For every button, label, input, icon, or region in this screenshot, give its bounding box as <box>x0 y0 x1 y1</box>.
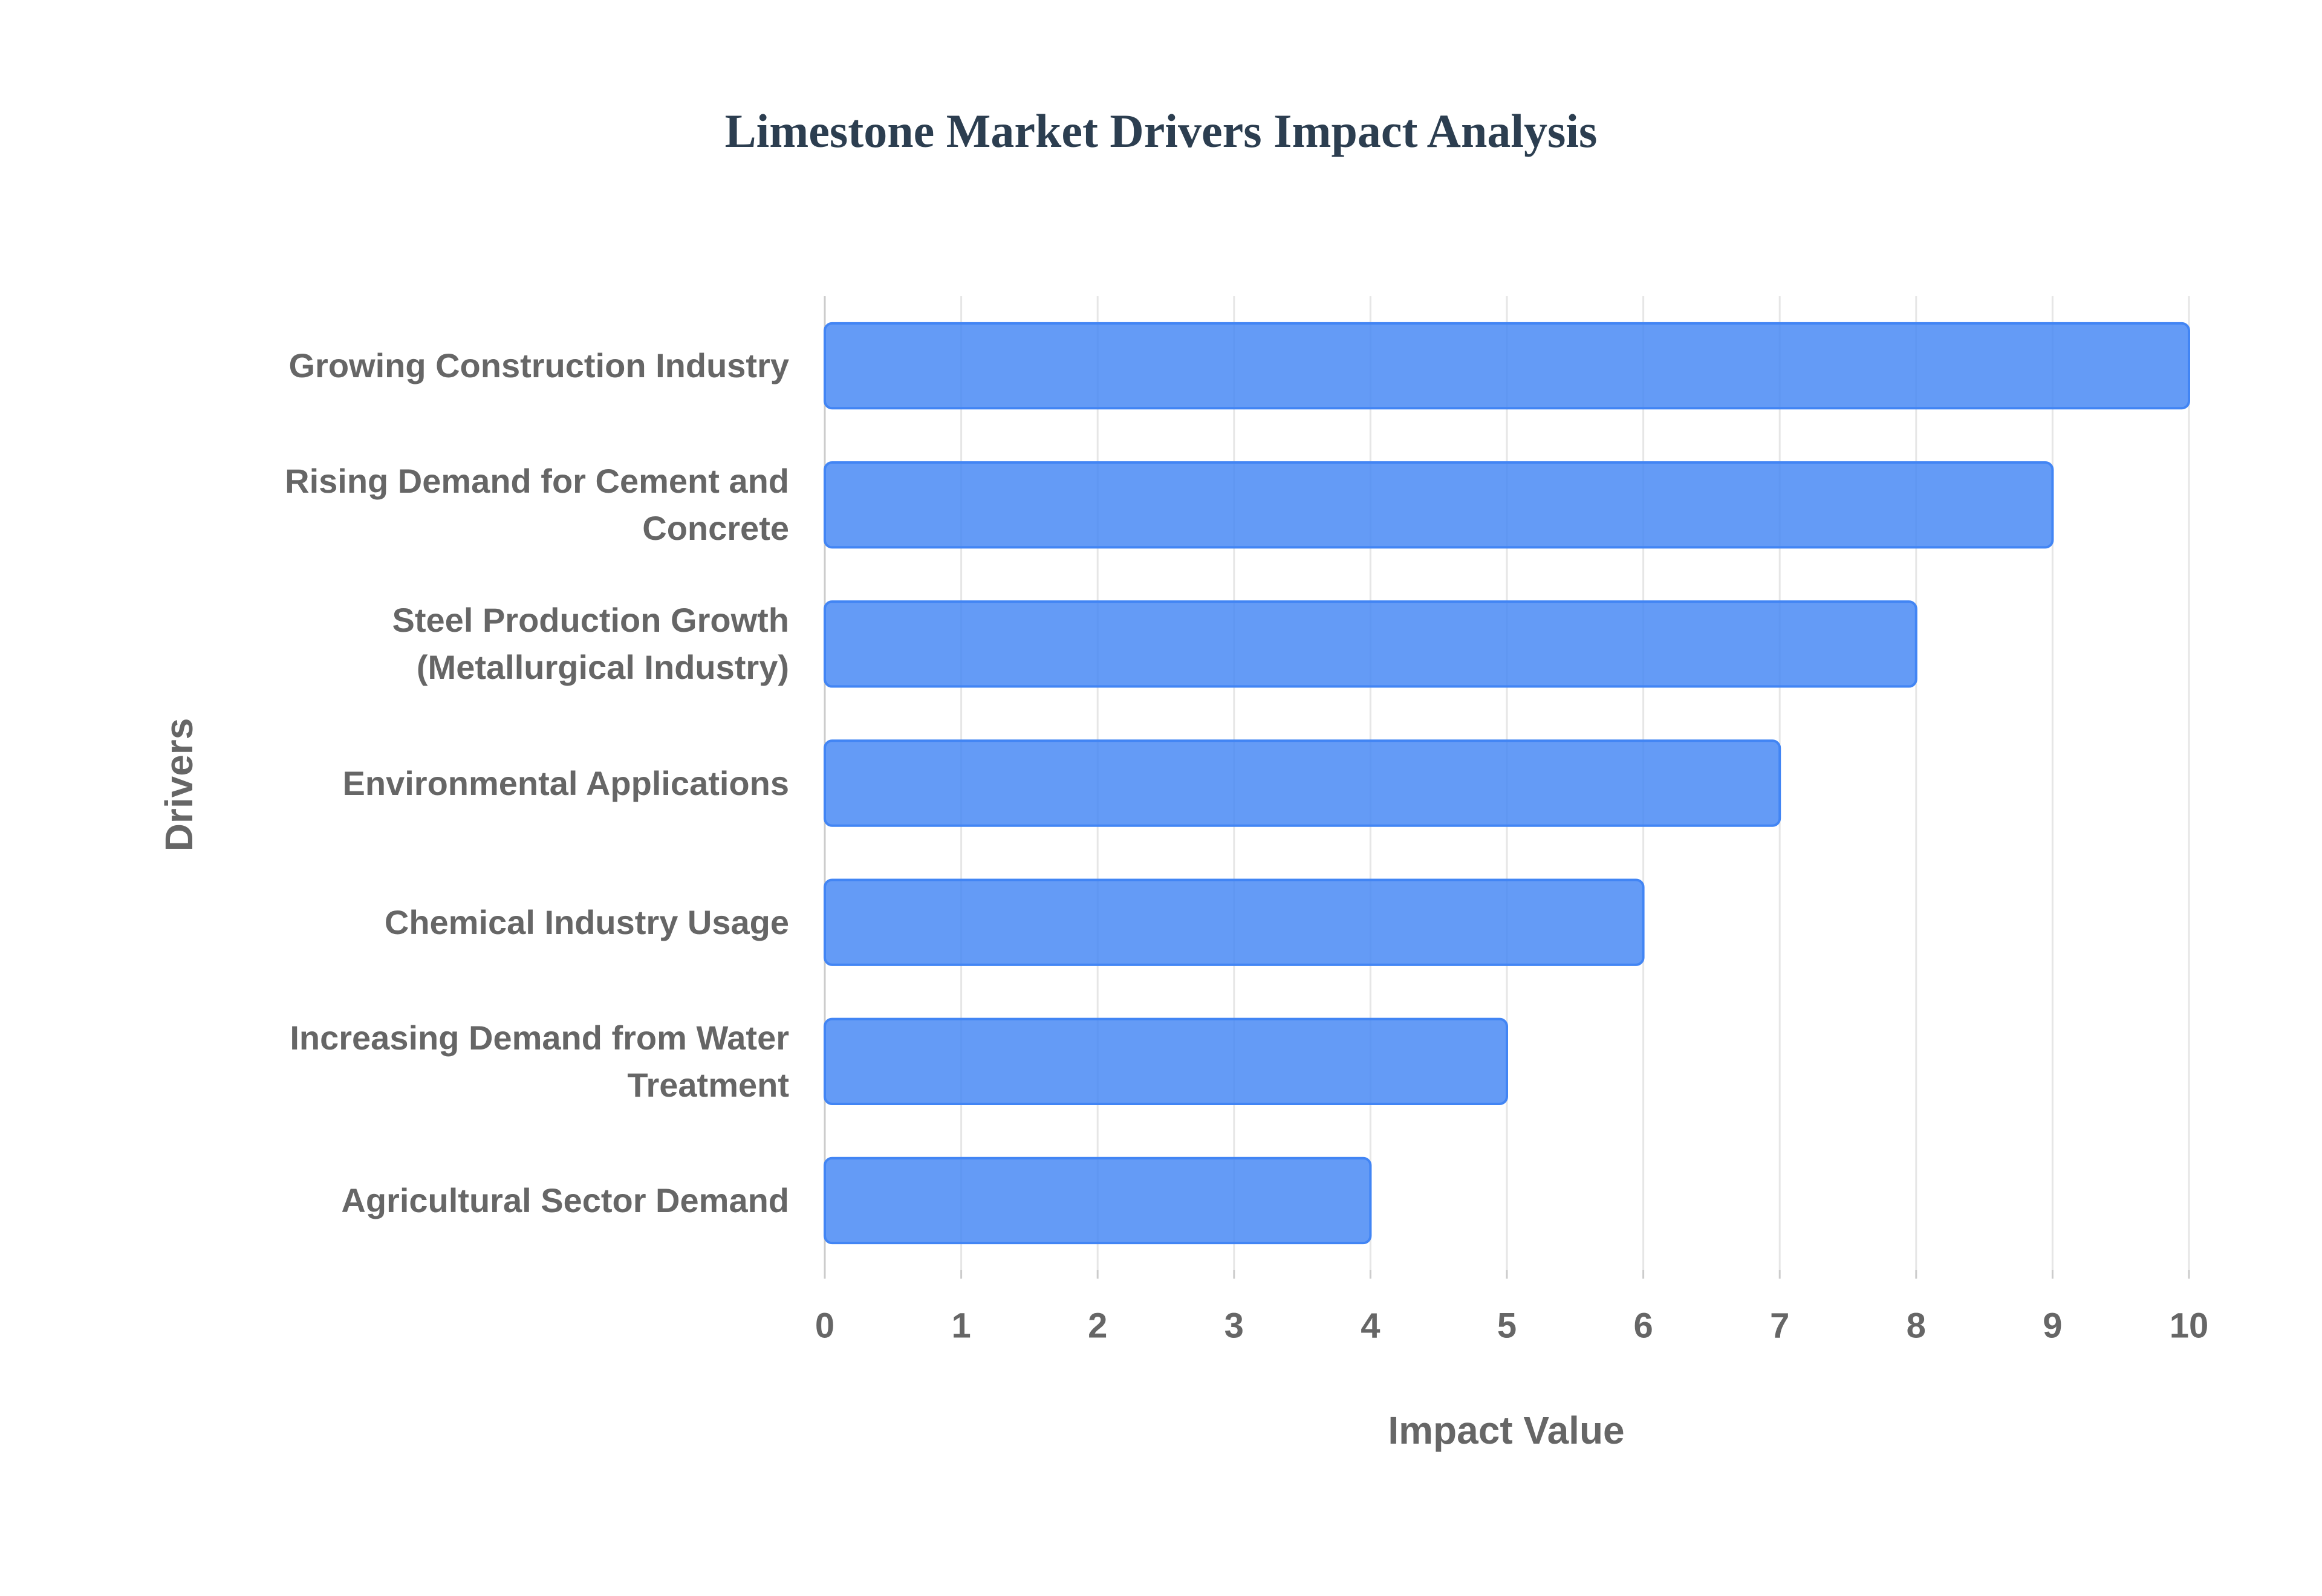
x-tick-label: 3 <box>1224 1306 1244 1345</box>
x-tick-label: 10 <box>2170 1306 2209 1345</box>
y-axis-title: Drivers <box>157 718 201 852</box>
bar <box>824 739 1781 827</box>
bar <box>824 600 1917 688</box>
bar <box>824 461 2054 549</box>
x-tick-label: 1 <box>951 1306 971 1345</box>
y-tick-label: Increasing Demand from Water Treatment <box>290 1018 789 1104</box>
y-tick-label: Chemical Industry Usage <box>384 903 789 941</box>
x-axis-title: Impact Value <box>1388 1409 1624 1452</box>
y-tick-label: Rising Demand for Cement and Concrete <box>285 462 789 548</box>
x-tick-label: 5 <box>1497 1306 1517 1345</box>
x-tick-label: 9 <box>2043 1306 2062 1345</box>
y-tick-label: Growing Construction Industry <box>288 346 789 385</box>
bar <box>824 322 2190 410</box>
x-tick-label: 2 <box>1088 1306 1107 1345</box>
x-tick-label: 8 <box>1907 1306 1926 1345</box>
bar <box>824 1017 1508 1105</box>
chart-title: Limestone Market Drivers Impact Analysis <box>725 105 1598 157</box>
bar <box>824 1156 1372 1245</box>
y-tick-label: Agricultural Sector Demand <box>341 1181 789 1219</box>
y-tick-label: Steel Production Growth (Metallurgical I… <box>392 601 789 687</box>
x-tick-label: 7 <box>1770 1306 1789 1345</box>
x-tick-label: 6 <box>1633 1306 1653 1345</box>
x-tick-label: 4 <box>1361 1306 1380 1345</box>
y-tick-label: Environmental Applications <box>342 764 789 802</box>
bar <box>824 878 1645 966</box>
x-tick-label: 0 <box>815 1306 834 1345</box>
